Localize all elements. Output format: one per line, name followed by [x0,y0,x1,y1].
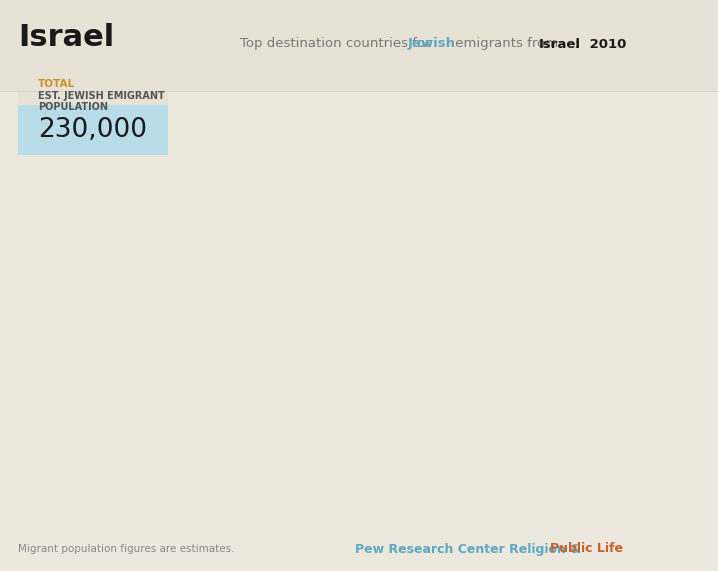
Text: Jewish: Jewish [408,38,456,50]
Text: emigrants from: emigrants from [451,38,562,50]
Text: Public Life: Public Life [550,542,623,556]
Text: Pew Research Center Religion &: Pew Research Center Religion & [355,542,585,556]
Text: :  2010: : 2010 [575,38,626,50]
Text: POPULATION: POPULATION [38,102,108,112]
FancyBboxPatch shape [18,105,168,155]
Text: 230,000: 230,000 [39,117,147,143]
Text: TOTAL: TOTAL [38,79,75,89]
Text: Israel: Israel [539,38,581,50]
Text: EST. JEWISH EMIGRANT: EST. JEWISH EMIGRANT [38,91,164,101]
FancyBboxPatch shape [18,75,168,155]
FancyBboxPatch shape [0,0,718,91]
Text: Top destination countries for: Top destination countries for [240,38,435,50]
Text: Migrant population figures are estimates.: Migrant population figures are estimates… [18,544,235,554]
Text: Israel: Israel [18,23,114,52]
